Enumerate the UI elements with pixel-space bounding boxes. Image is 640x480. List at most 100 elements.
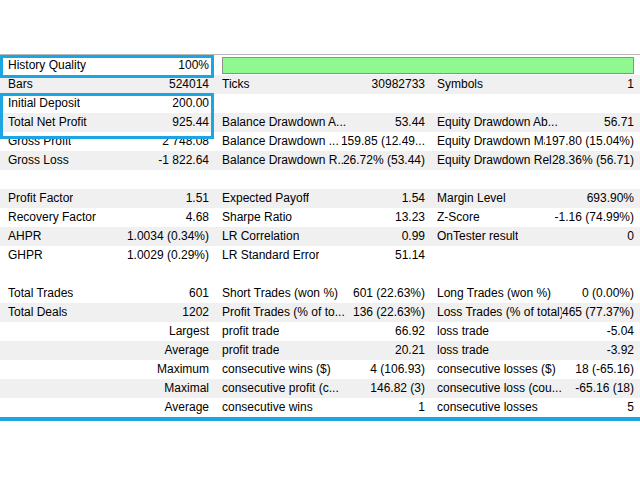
cell-left: Recovery Factor 4.68 <box>0 208 213 227</box>
cell-right: Loss Trades (% of total)465 (77.37%) <box>427 303 640 322</box>
metric-value: -1 822.64 <box>158 151 209 170</box>
metric-label: Equity Drawdown Ma... <box>437 132 545 151</box>
table-row: Recovery Factor4.68Sharpe Ratio13.23Z-Sc… <box>0 208 640 227</box>
metric-label: Sharpe Ratio <box>222 208 292 227</box>
cell-right: consecutive losses 5 <box>427 398 640 417</box>
metric-label: Equity Drawdown Rel... <box>437 151 552 170</box>
metric-value: 5 <box>627 398 634 417</box>
metric-label: Loss Trades (% of total) <box>437 303 562 322</box>
table-row: Initial Deposit200.00 <box>0 94 640 113</box>
metric-label: profit trade <box>222 341 279 360</box>
metric-value: 197.80 (15.04%) <box>545 132 634 151</box>
cell-right: Z-Score -1.16 (74.99%) <box>427 208 640 227</box>
cell-right: Equity Drawdown Ma...197.80 (15.04%) <box>427 132 640 151</box>
table-row: Averageconsecutive wins1consecutive loss… <box>0 398 640 417</box>
metric-value: 53.44 <box>395 113 425 132</box>
metric-label: Symbols <box>437 75 483 94</box>
cell-left: AHPR1.0034 (0.34%) <box>0 227 213 246</box>
cell-mid: Balance Drawdown A... 53.44 <box>213 113 427 132</box>
highlight-line-bottom <box>0 417 640 421</box>
metric-label: History Quality <box>8 56 86 75</box>
metric-value: 146.82 (3) <box>370 379 425 398</box>
metric-value: 30982733 <box>372 75 425 94</box>
cell-left: Largest <box>0 322 213 341</box>
metric-label: Balance Drawdown A... <box>222 113 346 132</box>
metric-value: 100% <box>178 56 209 75</box>
metric-value: 925.44 <box>172 113 209 132</box>
table-row: Bars524014Ticks30982733Symbols1 <box>0 75 640 94</box>
metric-value: -5.04 <box>607 322 634 341</box>
metric-value: 2 748.08 <box>162 132 209 151</box>
cell-mid <box>213 170 427 189</box>
metric-value: 0 (0.00%) <box>582 284 634 303</box>
metric-label: Profit Trades (% of to... <box>222 303 345 322</box>
metric-label: OnTester result <box>437 227 518 246</box>
metric-label: Long Trades (won %) <box>437 284 551 303</box>
metric-value: 4.68 <box>186 208 209 227</box>
cell-right: consecutive loss (cou... -65.16 (18) <box>427 379 640 398</box>
metric-label: Short Trades (won %) <box>222 284 338 303</box>
metric-label: Z-Score <box>437 208 480 227</box>
metric-label: profit trade <box>222 322 279 341</box>
metric-value: Maximum <box>157 360 209 379</box>
cell-right: Margin Level 693.90% <box>427 189 640 208</box>
statistics-table: History Quality 100%Bars524014 Ticks 309827… <box>0 56 640 417</box>
metric-value: -65.16 (18) <box>575 379 634 398</box>
metric-value: 1.51 <box>186 189 209 208</box>
metric-label: loss trade <box>437 341 489 360</box>
metric-label: Equity Drawdown Ab... <box>437 113 558 132</box>
metric-label: consecutive losses <box>437 398 538 417</box>
cell-left: Average <box>0 341 213 360</box>
metric-label: Balance Drawdown ... <box>222 132 339 151</box>
metric-label: consecutive losses ($) <box>437 360 556 379</box>
cell-mid <box>213 94 427 113</box>
history-quality-progress-bar <box>222 57 634 74</box>
backtest-report-panel: History Quality 100%Bars524014 Ticks 309827… <box>0 0 640 480</box>
metric-value: 1 <box>418 398 425 417</box>
metric-label: Balance Drawdown R... <box>222 151 343 170</box>
metric-label: Bars <box>8 75 33 94</box>
cell-left: Maximal <box>0 379 213 398</box>
table-top-border <box>0 54 640 55</box>
cell-left: Total Net Profit925.44 <box>0 113 213 132</box>
cell-left: Gross Profit2 748.08 <box>0 132 213 151</box>
table-row <box>0 170 640 189</box>
metric-value: 56.71 <box>604 113 634 132</box>
cell-left <box>0 265 213 284</box>
cell-mid <box>213 265 427 284</box>
metric-value: 601 (22.63%) <box>353 284 425 303</box>
metric-value: Largest <box>169 322 209 341</box>
cell-mid: Balance Drawdown R...26.72% (53.44) <box>213 151 427 170</box>
cell-right <box>427 265 640 284</box>
table-row: Profit Factor1.51Expected Payoff1.54Marg… <box>0 189 640 208</box>
metric-value: -3.92 <box>607 341 634 360</box>
metric-value: 4 (106.93) <box>370 360 425 379</box>
metric-label: AHPR <box>8 227 41 246</box>
metric-value: -1.16 (74.99%) <box>555 208 634 227</box>
cell-right: consecutive losses ($)18 (-65.16) <box>427 360 640 379</box>
metric-value: 51.14 <box>395 246 425 265</box>
cell-mid: Balance Drawdown ...159.85 (12.49... <box>213 132 427 151</box>
cell-mid: consecutive profit (c...146.82 (3) <box>213 379 427 398</box>
metric-label: Margin Level <box>437 189 506 208</box>
metric-value: 693.90% <box>587 189 634 208</box>
metric-label: Recovery Factor <box>8 208 96 227</box>
table-row: AHPR1.0034 (0.34%)LR Correlation0.99OnTe… <box>0 227 640 246</box>
table-row: Total Net Profit925.44Balance Drawdown A… <box>0 113 640 132</box>
metric-label: LR Standard Error <box>222 246 319 265</box>
metric-label: Ticks <box>222 75 250 94</box>
cell-mid: LR Standard Error 51.14 <box>213 246 427 265</box>
table-row: Total Deals1202 Profit Trades (% of to...… <box>0 303 640 322</box>
metric-label: Total Trades <box>8 284 73 303</box>
metric-label: consecutive loss (cou... <box>437 379 562 398</box>
cell-mid: Ticks 30982733 <box>213 75 427 94</box>
cell-left: Total Deals1202 <box>0 303 213 322</box>
table-row: Largestprofit trade66.92loss trade-5.04 <box>0 322 640 341</box>
cell-left: Gross Loss-1 822.64 <box>0 151 213 170</box>
cell-mid: consecutive wins1 <box>213 398 427 417</box>
cell-mid: Sharpe Ratio13.23 <box>213 208 427 227</box>
metric-value: 66.92 <box>395 322 425 341</box>
cell-left: Bars524014 <box>0 75 213 94</box>
metric-label: GHPR <box>8 246 43 265</box>
metric-label: Profit Factor <box>8 189 73 208</box>
